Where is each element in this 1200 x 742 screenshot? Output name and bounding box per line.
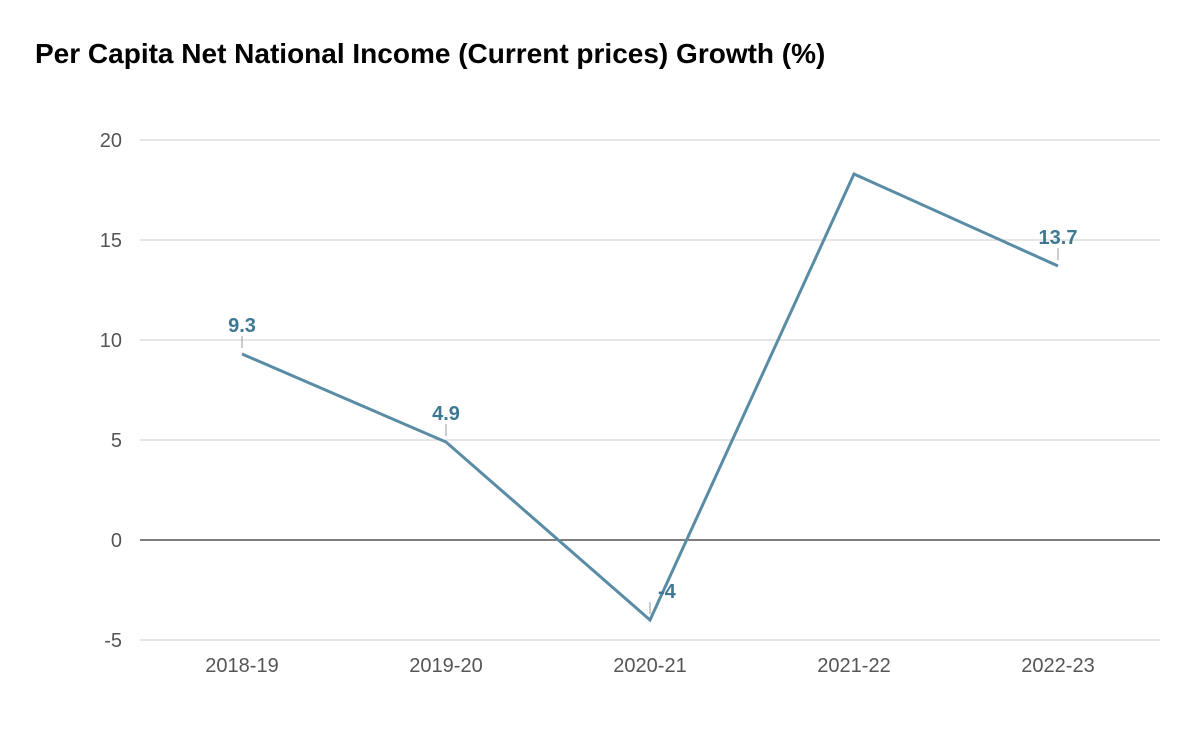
y-tick-label: 15 [100,230,122,252]
line-chart: -5 0 5 10 15 20 2018-19 2019-20 2020-21 2021-22 20… [0,0,1200,742]
y-tick-label: 0 [111,530,122,552]
x-tick-label: 2018-19 [205,655,278,677]
y-tick-label: 20 [100,130,122,152]
chart-title: Per Capita Net National Income (Current … [35,38,825,70]
x-tick-label: 2020-21 [613,655,686,677]
data-label: 13.7 [1039,227,1078,249]
x-tick-label: 2019-20 [409,655,482,677]
y-tick-label: 10 [100,330,122,352]
data-label: -4 [658,581,677,603]
y-tick-label: -5 [104,630,122,652]
series-line [242,174,1058,620]
chart-container: Per Capita Net National Income (Current … [0,0,1200,742]
x-tick-label: 2022-23 [1021,655,1094,677]
data-label: 9.3 [228,315,256,337]
data-label: 4.9 [432,403,460,425]
x-tick-label: 2021-22 [817,655,890,677]
y-tick-label: 5 [111,430,122,452]
